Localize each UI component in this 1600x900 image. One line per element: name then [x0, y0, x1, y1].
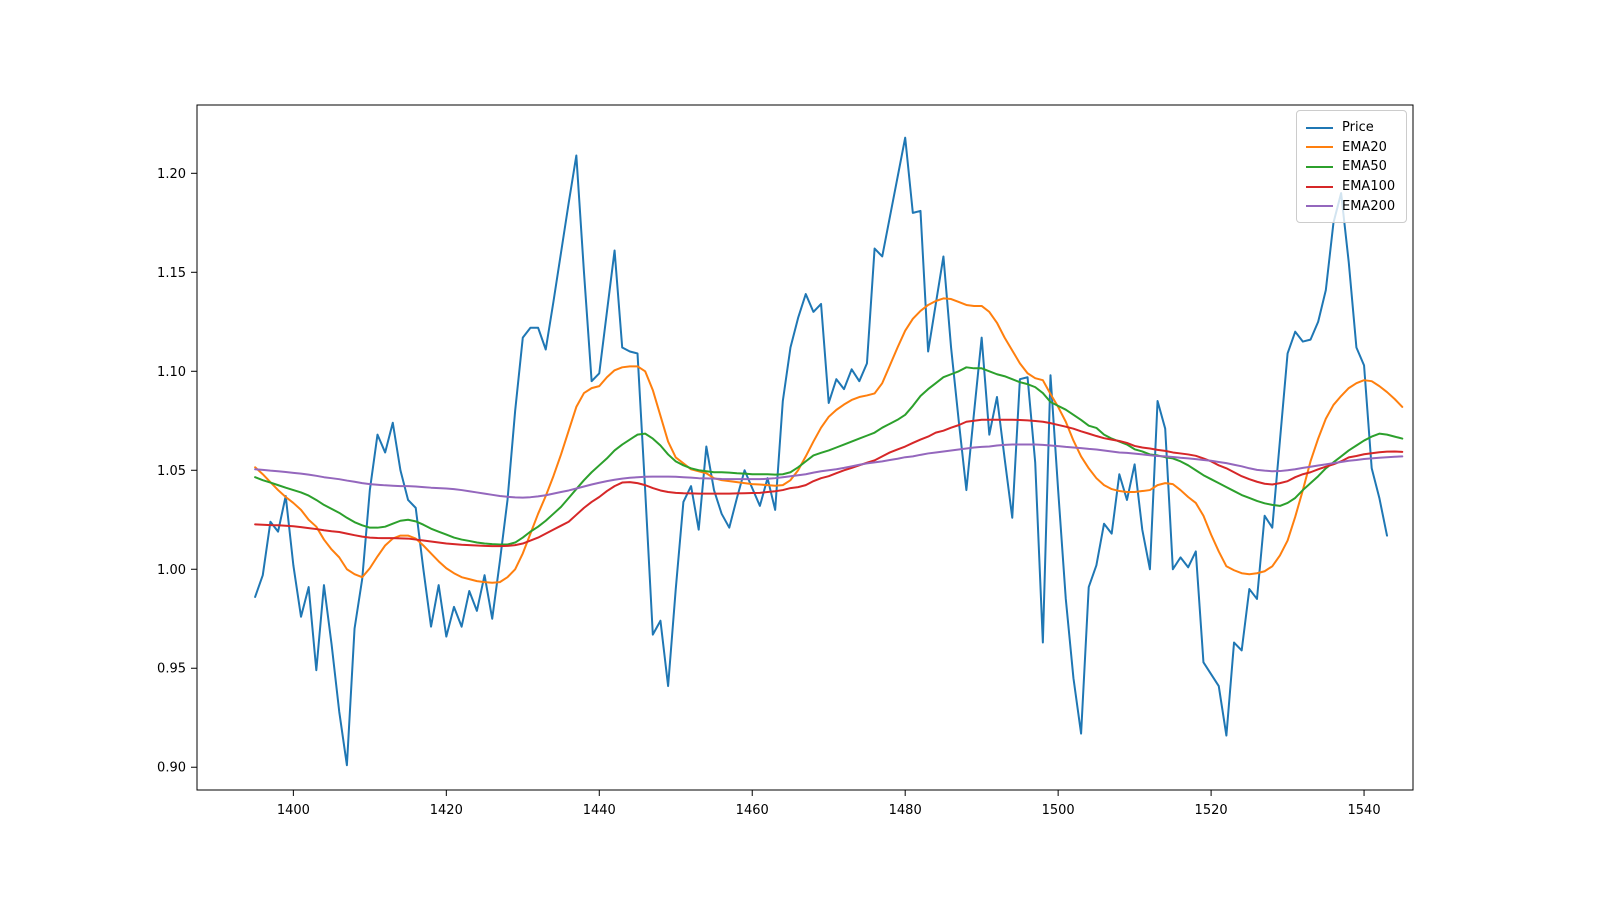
price-line-swatch — [1306, 126, 1333, 129]
plot-border — [196, 104, 1414, 791]
ema200-line — [254, 443, 1404, 499]
legend-item-ema50: EMA50 — [1306, 157, 1396, 177]
y-tick-label: 1.00 — [157, 563, 186, 578]
legend-label: EMA200 — [1342, 198, 1396, 214]
x-tick-label: 1460 — [736, 803, 769, 818]
ema50-line — [254, 366, 1404, 546]
ema100-line-swatch — [1306, 185, 1333, 188]
x-tick-label: 1440 — [583, 803, 616, 818]
x-tick-label: 1420 — [430, 803, 463, 818]
legend-label: Price — [1342, 120, 1374, 136]
y-tick-label: 1.20 — [157, 167, 186, 182]
legend-item-price: Price — [1306, 118, 1396, 138]
x-tick-label: 1400 — [277, 803, 310, 818]
x-tick-label: 1500 — [1042, 803, 1075, 818]
legend-label: EMA20 — [1342, 139, 1387, 155]
legend-label: EMA100 — [1342, 179, 1396, 195]
legend-item-ema200: EMA200 — [1306, 196, 1396, 216]
ema50-line-swatch — [1306, 165, 1333, 168]
legend-item-ema20: EMA20 — [1306, 138, 1396, 158]
x-tick-label: 1540 — [1348, 803, 1381, 818]
x-tick-label: 1480 — [889, 803, 922, 818]
y-tick-label: 1.05 — [157, 464, 186, 479]
legend-label: EMA50 — [1342, 159, 1387, 175]
ema20-line-swatch — [1306, 146, 1333, 149]
y-tick-label: 1.10 — [157, 365, 186, 380]
price-line — [254, 136, 1388, 767]
x-tick-label: 1520 — [1195, 803, 1228, 818]
y-tick-label: 0.95 — [157, 662, 186, 677]
y-tick-label: 1.15 — [157, 266, 186, 281]
legend-item-ema100: EMA100 — [1306, 177, 1396, 197]
ema20-line — [254, 297, 1404, 584]
y-tick-label: 0.90 — [157, 761, 186, 776]
legend: Price EMA20 EMA50 EMA100 EMA200 — [1296, 110, 1407, 223]
ema200-line-swatch — [1306, 205, 1333, 208]
